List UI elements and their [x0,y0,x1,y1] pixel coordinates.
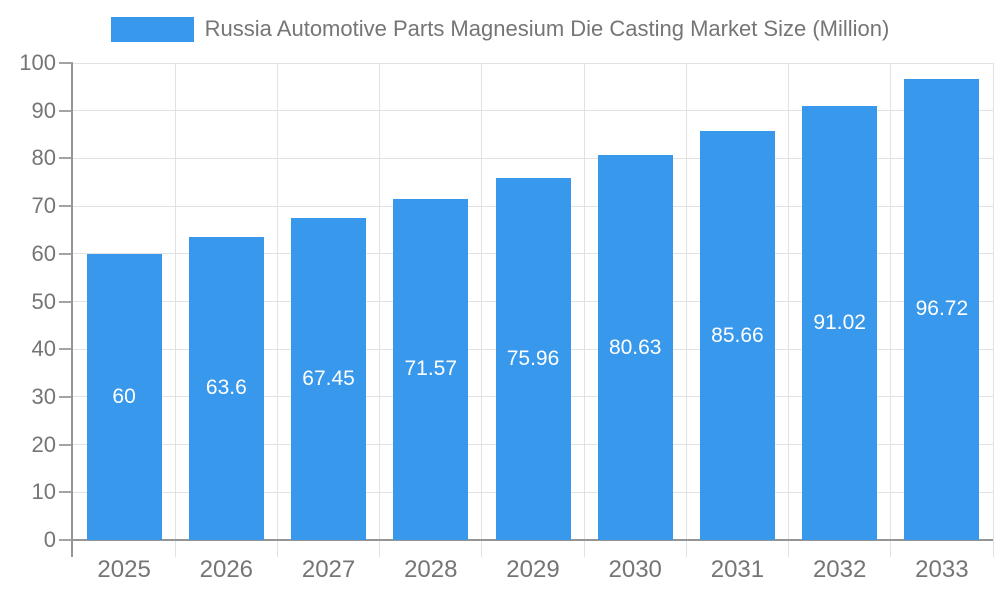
gridline-vertical [174,63,176,540]
y-tick-label: 60 [31,240,56,266]
x-axis-tick [71,540,73,557]
y-tick-label: 80 [31,145,56,171]
x-tick-label: 2030 [608,556,662,583]
bar-value-label: 75.96 [506,346,560,370]
x-axis-tick [379,540,381,557]
y-axis-tick [59,395,73,398]
y-axis-tick [59,157,73,160]
bar-2031[interactable]: 85.66 [699,131,775,540]
gridline-vertical [788,63,790,540]
y-axis-tick [59,443,73,446]
bar-2033[interactable]: 96.72 [904,78,980,540]
bar-value-label: 85.66 [711,323,764,347]
x-axis-tick [583,540,585,557]
legend-label: Russia Automotive Parts Magnesium Die Ca… [204,16,890,41]
y-axis-tick [59,62,73,64]
bar-value-label: 60 [112,384,136,408]
gridline-vertical [890,63,892,540]
x-axis-tick [788,540,790,557]
bar-value-label: 96.72 [915,297,969,321]
y-axis-tick [59,300,73,303]
bar-2027[interactable]: 67.45 [291,218,367,540]
y-axis-tick [59,109,73,112]
y-axis-line [71,63,73,540]
y-tick-label: 30 [31,383,56,409]
bar-2029[interactable]: 75.96 [495,177,571,540]
gridline-vertical [276,63,278,540]
x-tick-label: 2033 [915,556,969,583]
x-axis-tick [481,540,483,557]
x-tick-label: 2027 [301,556,356,583]
y-tick-label: 20 [31,431,56,457]
y-axis-tick [59,491,73,494]
gridline-horizontal [73,157,993,159]
bar-2032[interactable]: 91.02 [802,105,878,540]
y-tick-label: 0 [43,527,56,552]
x-tick-label: 2028 [404,556,458,583]
x-axis-tick [890,540,892,557]
bar-value-label: 80.63 [608,335,662,359]
gridline-horizontal [73,62,993,64]
legend[interactable]: Russia Automotive Parts Magnesium Die Ca… [0,15,1000,43]
bar-value-label: 63.6 [205,376,247,400]
bar-2028[interactable]: 71.57 [393,198,469,540]
x-axis-tick [174,540,176,557]
legend-swatch [110,16,194,42]
y-tick-label: 90 [31,97,56,123]
x-tick-label: 2031 [710,556,765,583]
bar-value-label: 67.45 [302,367,355,391]
bar-2030[interactable]: 80.63 [597,155,673,540]
y-tick-label: 70 [31,193,56,219]
gridline-vertical [992,63,994,540]
gridline-vertical [685,63,687,540]
y-axis-tick [59,539,73,541]
gridline-horizontal [73,110,993,112]
x-tick-label: 2032 [812,556,867,583]
y-axis-tick [59,205,73,208]
bar-2026[interactable]: 63.6 [188,236,264,540]
x-axis-tick [276,540,278,557]
gridline-vertical [379,63,381,540]
y-tick-label: 50 [31,288,56,314]
gridline-vertical [481,63,483,540]
y-axis-tick [59,348,73,351]
x-tick-label: 2025 [97,556,151,583]
x-tick-label: 2029 [506,556,560,583]
y-axis-tick [59,252,73,255]
x-axis-tick [685,540,687,557]
y-tick-label: 10 [31,479,56,505]
bar-2025[interactable]: 60 [86,253,162,540]
x-axis-tick [992,540,994,557]
bar-value-label: 71.57 [404,357,458,381]
y-tick-label: 100 [19,50,56,75]
x-axis-line [71,539,993,541]
bar-value-label: 91.02 [813,310,866,334]
gridline-vertical [583,63,585,540]
x-tick-label: 2026 [199,556,254,583]
y-tick-label: 40 [31,336,56,362]
